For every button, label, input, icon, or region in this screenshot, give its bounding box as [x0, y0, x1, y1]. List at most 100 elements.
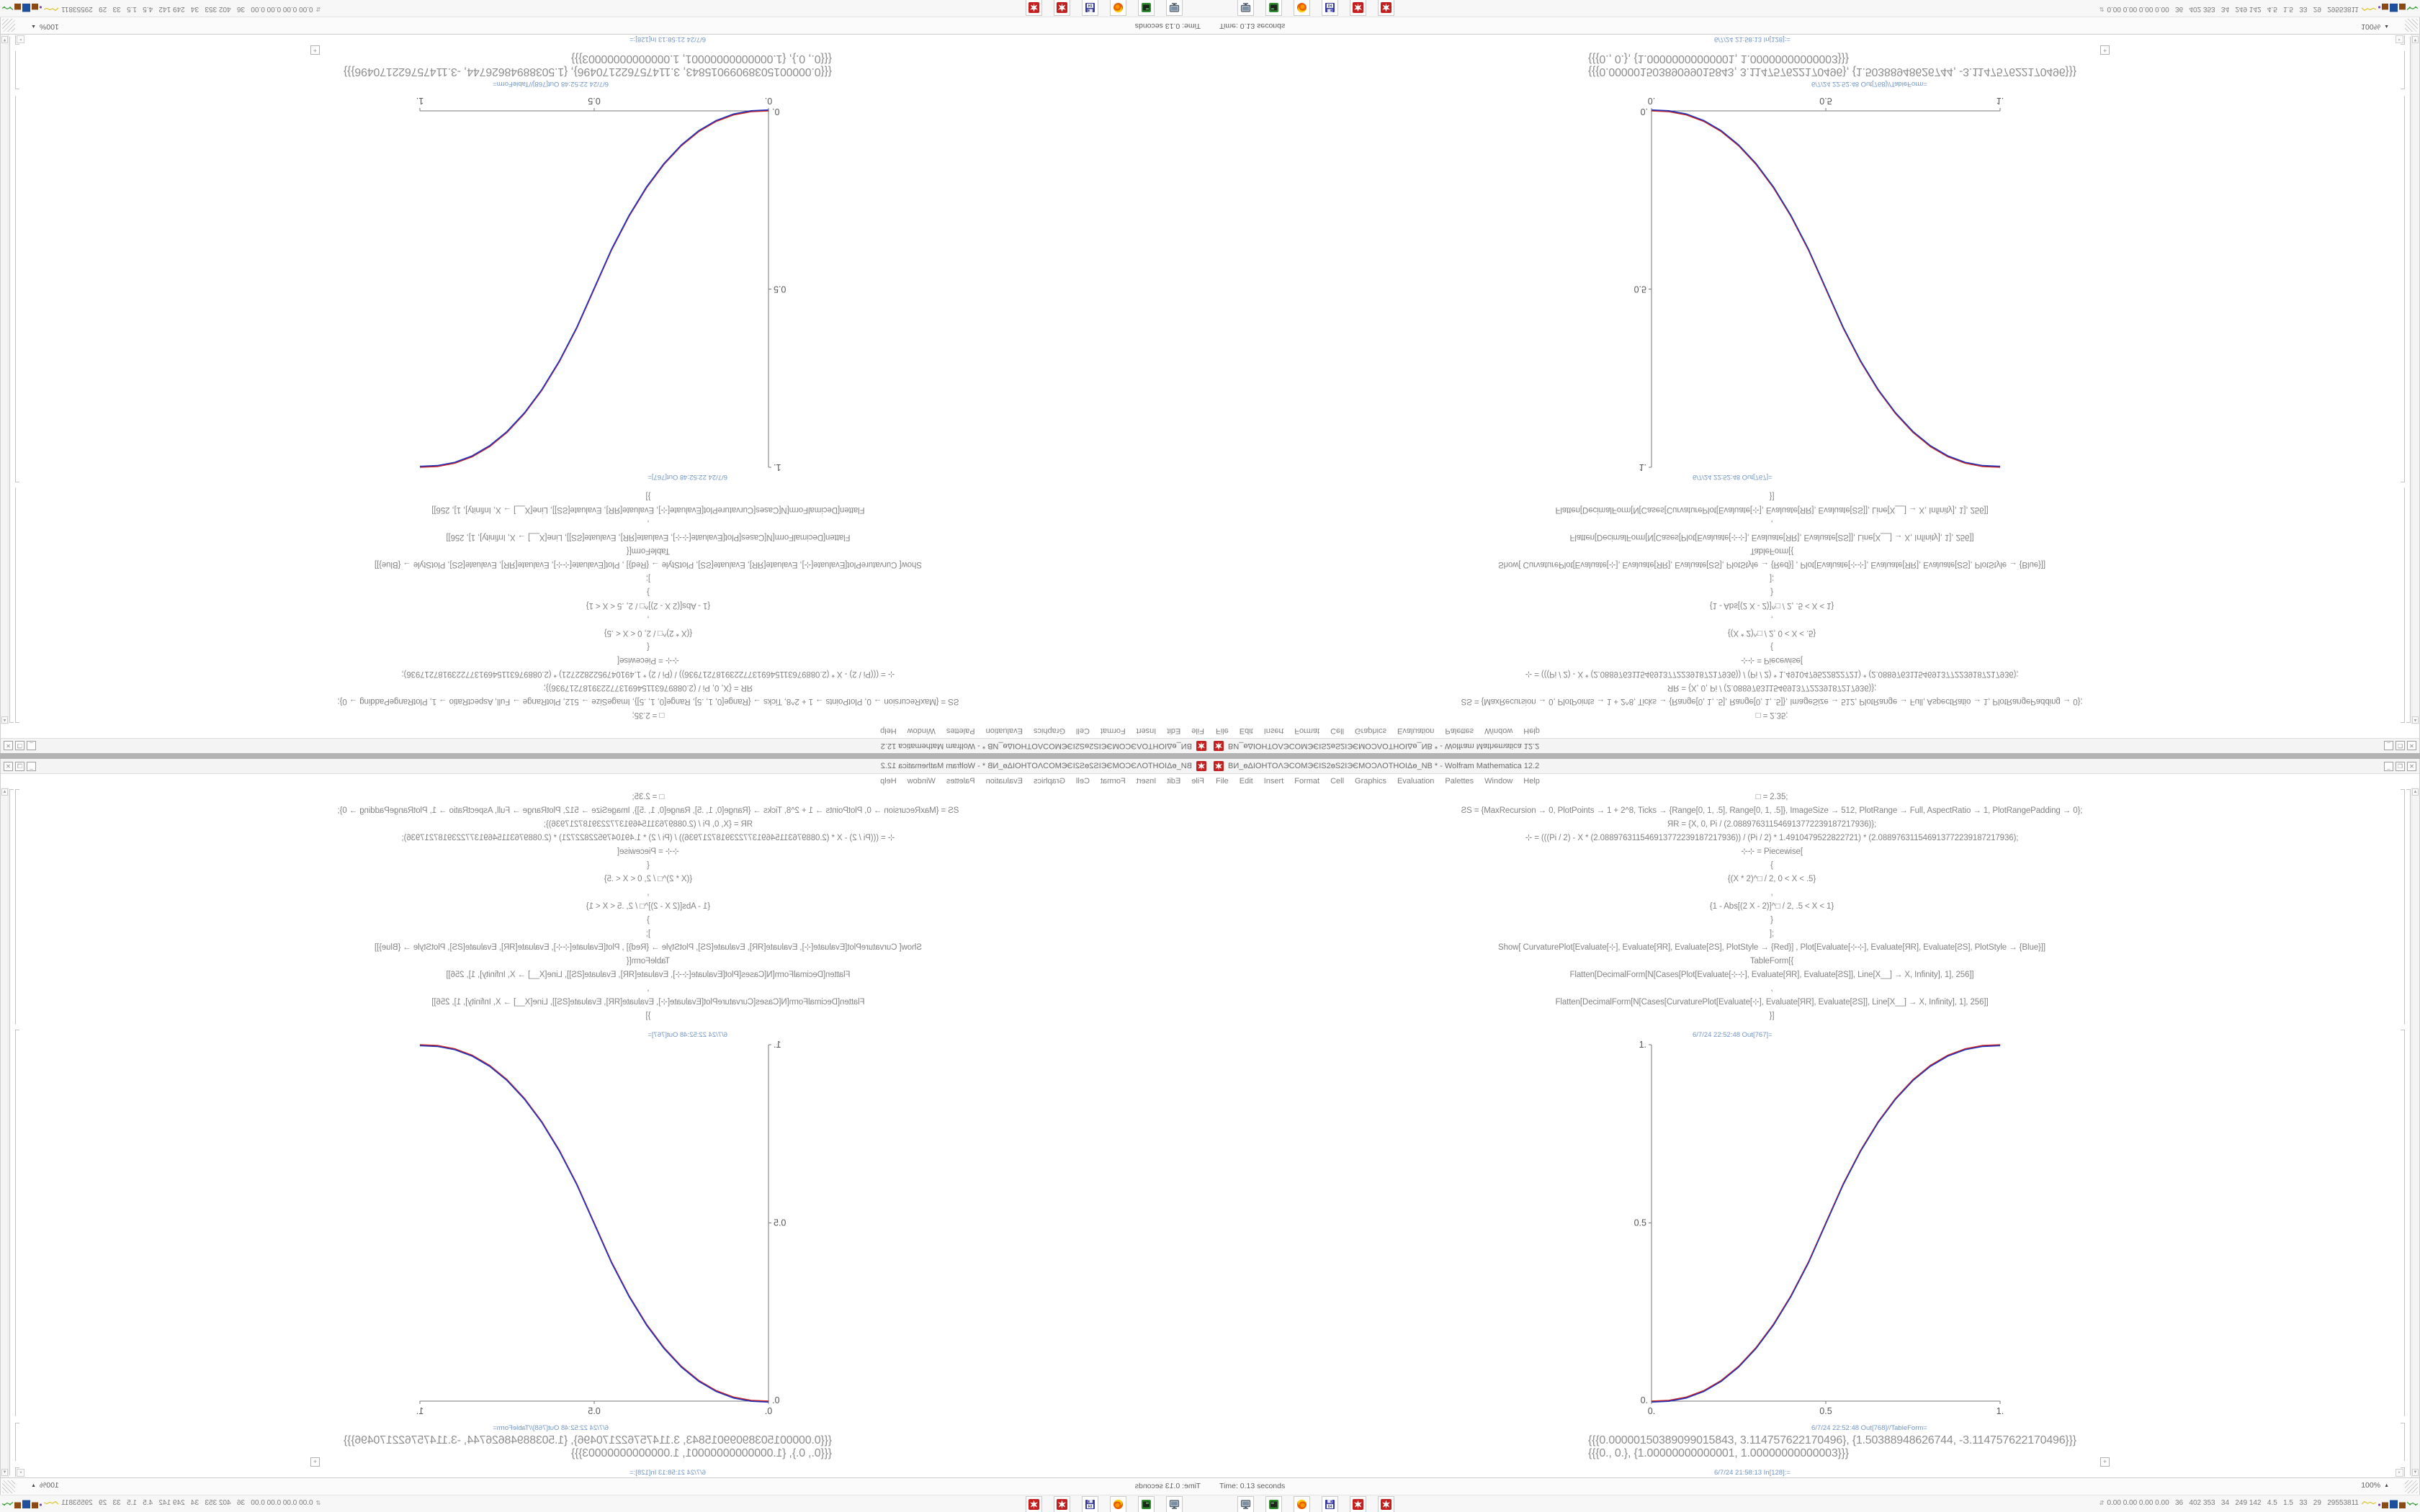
- menu-file[interactable]: File: [1191, 776, 1204, 786]
- code-line[interactable]: □ = 2.35;: [632, 793, 665, 801]
- menu-graphics[interactable]: Graphics: [1033, 776, 1065, 786]
- scroll-up-arrow[interactable]: ▲: [2412, 788, 2419, 796]
- code-line[interactable]: Show[ CurvaturePlot[Evaluate[⊹], Evaluat…: [1498, 560, 2045, 569]
- code-line[interactable]: ƧS = {MaxRecursion → 0, PlotPoints → 1 +…: [337, 697, 959, 706]
- code-line[interactable]: TableForm[{: [1749, 546, 1794, 555]
- code-line[interactable]: {1 - Abs[(2 X - 2)]^□ / 2, .5 < X < 1}: [586, 601, 711, 610]
- code-line[interactable]: Show[ CurvaturePlot[Evaluate[⊹], Evaluat…: [375, 560, 922, 569]
- table-cell-bracket[interactable]: [15, 1423, 19, 1461]
- code-line[interactable]: ⊹ = (((Pi / 2) - X * (2.0889763115469137…: [1525, 670, 2019, 678]
- hscroll-right-arrow[interactable]: ▸: [2396, 35, 2403, 43]
- taskbar-button-firefox[interactable]: [1294, 0, 1310, 16]
- input-code-cell[interactable]: □ = 2.35; ƧS = {MaxRecursion → 0, PlotPoi…: [1210, 489, 2334, 721]
- code-line[interactable]: {(X * 2)^□ / 2, 0 < X < .5}: [604, 875, 693, 883]
- minimize-button[interactable]: _: [27, 741, 36, 751]
- taskbar-button-mathematica[interactable]: [1026, 1496, 1042, 1512]
- scroll-up-arrow[interactable]: ▲: [1, 788, 8, 796]
- code-line[interactable]: Flatten[DecimalForm[N[Cases[CurvaturePlo…: [431, 505, 865, 514]
- cell-group-bracket[interactable]: [9, 789, 14, 1475]
- menu-window[interactable]: Window: [1484, 726, 1513, 736]
- window-titlebar[interactable]: ВИ_ѳΔIOHTOΛЭCOMЭЄIS2ѳS2IЭЄMOϽΛOTHOIΔѳ_NB…: [1, 738, 1210, 753]
- code-line[interactable]: ,: [1770, 615, 1773, 624]
- menu-file[interactable]: File: [1191, 726, 1204, 736]
- code-line[interactable]: ,: [647, 888, 650, 897]
- new-cell-plus-button[interactable]: +: [310, 1457, 320, 1467]
- scroll-down-arrow[interactable]: ▼: [2412, 36, 2419, 43]
- code-line[interactable]: TableForm[{: [626, 957, 671, 966]
- menu-window[interactable]: Window: [907, 726, 936, 736]
- code-line[interactable]: Flatten[DecimalForm[N[Cases[Plot[Evaluat…: [446, 971, 851, 979]
- maximize-button[interactable]: ❐: [15, 741, 24, 751]
- menu-cell[interactable]: Cell: [1330, 776, 1345, 786]
- input-code-cell[interactable]: □ = 2.35; ƧS = {MaxRecursion → 0, PlotPoi…: [1210, 791, 2334, 1023]
- taskbar-button-computer[interactable]: [1237, 0, 1254, 16]
- hscroll-right-arrow[interactable]: ▸: [17, 1469, 24, 1477]
- new-cell-plus-button[interactable]: +: [2100, 1457, 2110, 1467]
- menu-edit[interactable]: Edit: [1239, 726, 1253, 736]
- input-cell-bracket[interactable]: [15, 487, 19, 723]
- menu-insert[interactable]: Insert: [1136, 726, 1157, 736]
- code-line[interactable]: ,: [647, 984, 650, 993]
- code-line[interactable]: TableForm[{: [626, 546, 671, 555]
- taskbar-button-computer[interactable]: [1237, 1496, 1254, 1512]
- code-line[interactable]: ⊹⊹ = Piecewise[: [1741, 656, 1803, 665]
- code-line[interactable]: {(X * 2)^□ / 2, 0 < X < .5}: [604, 629, 693, 637]
- menu-evaluation[interactable]: Evaluation: [985, 776, 1023, 786]
- notebook-content[interactable]: □ = 2.35; ƧS = {MaxRecursion → 0, PlotPoi…: [1210, 788, 2419, 1477]
- menu-insert[interactable]: Insert: [1263, 726, 1284, 736]
- vertical-scrollbar[interactable]: ▲ ▼: [2411, 35, 2419, 724]
- vertical-scrollbar[interactable]: ▲ ▼: [1, 788, 9, 1477]
- menu-graphics[interactable]: Graphics: [1355, 776, 1387, 786]
- hscroll-right-arrow[interactable]: ▸: [2396, 1469, 2403, 1477]
- resize-grip[interactable]: [2, 19, 15, 32]
- menu-help[interactable]: Help: [880, 776, 897, 786]
- menu-palettes[interactable]: Palettes: [1445, 776, 1474, 786]
- code-line[interactable]: ⊹ = (((Pi / 2) - X * (2.0889763115469137…: [401, 834, 895, 842]
- menu-help[interactable]: Help: [1523, 726, 1540, 736]
- window-titlebar[interactable]: ВИ_ѳΔIOHTOΛЭCOMЭЄIS2ѳS2IЭЄMOϽΛOTHOIΔѳ_NB…: [1210, 759, 2419, 774]
- menu-graphics[interactable]: Graphics: [1355, 726, 1387, 736]
- menu-edit[interactable]: Edit: [1167, 776, 1181, 786]
- code-line[interactable]: ];: [645, 574, 651, 582]
- code-line[interactable]: {: [1770, 861, 1773, 870]
- code-line[interactable]: ƧS = {MaxRecursion → 0, PlotPoints → 1 +…: [337, 806, 959, 815]
- menu-palettes[interactable]: Palettes: [946, 776, 975, 786]
- input-cell-bracket[interactable]: [2401, 789, 2405, 1025]
- minimize-button[interactable]: _: [2384, 741, 2393, 751]
- code-line[interactable]: Show[ CurvaturePlot[Evaluate[⊹], Evaluat…: [375, 943, 922, 952]
- close-button[interactable]: ✕: [4, 741, 13, 751]
- taskbar-button-terminal[interactable]: [1138, 0, 1155, 16]
- code-line[interactable]: ⊹ = (((Pi / 2) - X * (2.0889763115469137…: [401, 670, 895, 678]
- menu-window[interactable]: Window: [907, 776, 936, 786]
- code-line[interactable]: ,: [647, 615, 650, 624]
- code-line[interactable]: □ = 2.35;: [1755, 711, 1788, 719]
- magnification-control[interactable]: 100% ▲: [2361, 22, 2389, 31]
- scroll-up-arrow[interactable]: ▲: [1, 716, 8, 724]
- table-cell-bracket[interactable]: [2401, 51, 2405, 89]
- notebook-content[interactable]: □ = 2.35; ƧS = {MaxRecursion → 0, PlotPoi…: [1, 35, 1210, 724]
- taskbar-button-firefox[interactable]: [1110, 0, 1126, 16]
- code-line[interactable]: {1 - Abs[(2 X - 2)]^□ / 2, .5 < X < 1}: [1709, 601, 1834, 610]
- scroll-down-arrow[interactable]: ▼: [2412, 1469, 2419, 1476]
- menu-help[interactable]: Help: [880, 726, 897, 736]
- in-cell-bracket[interactable]: [2401, 1467, 2405, 1477]
- code-line[interactable]: ⊹⊹ = Piecewise[: [617, 847, 679, 856]
- code-line[interactable]: }: [647, 588, 650, 596]
- code-line[interactable]: Flatten[DecimalForm[N[Cases[CurvaturePlo…: [1555, 998, 1989, 1007]
- maximize-button[interactable]: ❐: [15, 761, 24, 771]
- taskbar-button-mathematica[interactable]: [1350, 0, 1366, 16]
- menu-format[interactable]: Format: [1100, 776, 1126, 786]
- code-line[interactable]: ⊹⊹ = Piecewise[: [617, 656, 679, 665]
- menu-evaluation[interactable]: Evaluation: [1397, 726, 1435, 736]
- close-button[interactable]: ✕: [4, 761, 13, 771]
- taskbar-button-computer[interactable]: [1166, 0, 1183, 16]
- resize-grip[interactable]: [2405, 19, 2418, 32]
- code-line[interactable]: {: [647, 861, 650, 870]
- code-line[interactable]: {: [1770, 642, 1773, 651]
- scroll-down-arrow[interactable]: ▼: [1, 1469, 8, 1476]
- code-line[interactable]: ];: [1769, 930, 1775, 938]
- menu-format[interactable]: Format: [1294, 776, 1320, 786]
- taskbar-button-terminal[interactable]: [1138, 1496, 1155, 1512]
- cell-group-bracket[interactable]: [2406, 789, 2411, 1475]
- menu-edit[interactable]: Edit: [1167, 726, 1181, 736]
